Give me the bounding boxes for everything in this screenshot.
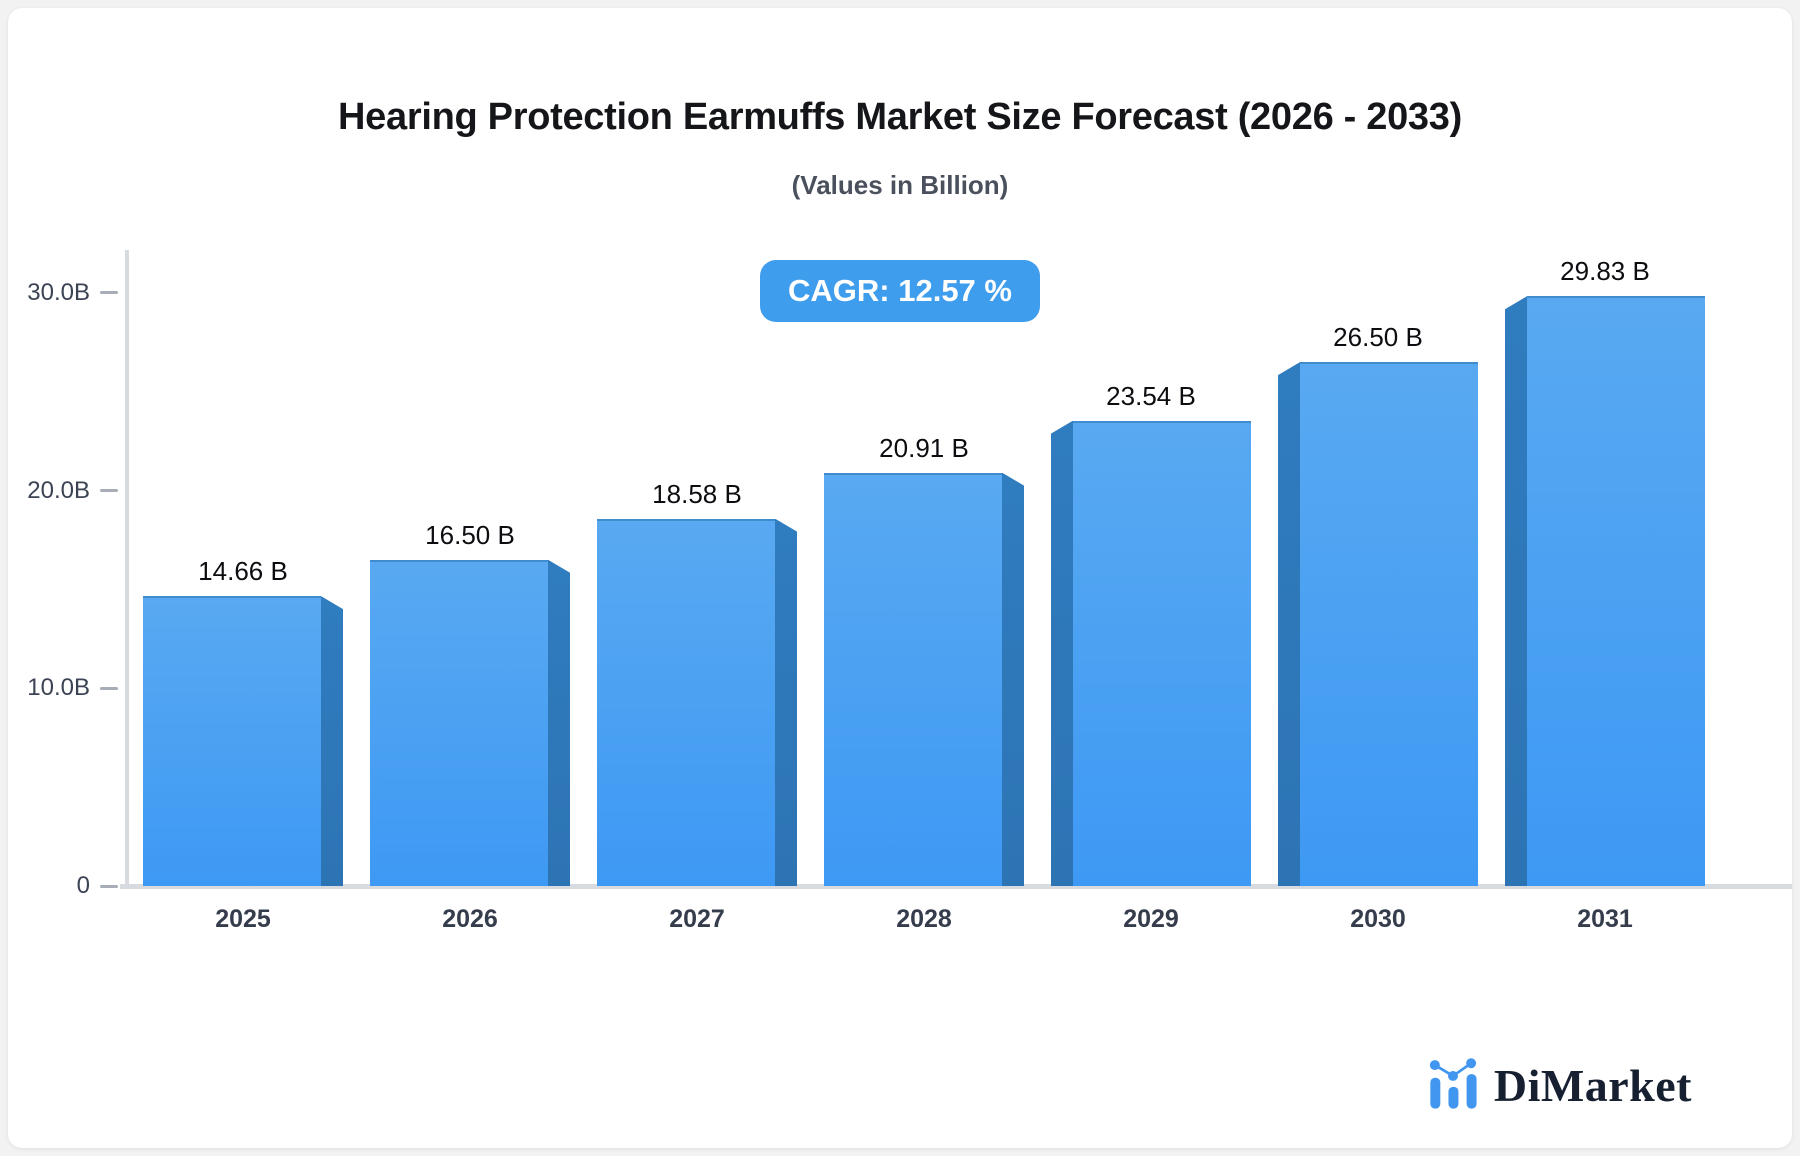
y-axis-tick-label: 20.0B xyxy=(27,476,90,504)
y-axis-tick-label: 0 xyxy=(76,872,90,899)
y-axis-tick-mark xyxy=(100,686,118,690)
x-axis-year-label: 2025 xyxy=(215,905,271,933)
x-axis-year-label: 2028 xyxy=(896,905,952,933)
chart-card: Hearing Protection Earmuffs Market Size … xyxy=(8,8,1792,1148)
bar xyxy=(1278,362,1478,886)
x-axis-year-label: 2027 xyxy=(669,905,725,933)
bar xyxy=(370,559,570,886)
y-axis-tick-label: 10.0B xyxy=(27,674,90,702)
chart-area: 30.0B 20.0B 10.0B 0 14.66 B 2025 16.50 B 2026 18… xyxy=(8,8,1792,1148)
bar-value-label: 20.91 B xyxy=(879,432,969,463)
bar-value-label: 16.50 B xyxy=(425,519,515,550)
bar xyxy=(824,472,1024,886)
y-axis-tick-label: 30.0B xyxy=(27,278,90,306)
bar-value-label: 14.66 B xyxy=(198,556,288,587)
bar-side-face xyxy=(1002,472,1024,886)
bar xyxy=(143,596,343,886)
bar-body xyxy=(1300,362,1478,886)
bar-side-face xyxy=(1278,362,1300,886)
bar-value-label: 29.83 B xyxy=(1560,256,1650,287)
bar-value-label: 23.54 B xyxy=(1106,380,1196,411)
bar-side-face xyxy=(548,559,570,886)
bar xyxy=(597,518,797,886)
bar-side-face xyxy=(1505,296,1527,886)
page-title: Hearing Protection Earmuffs Market Size … xyxy=(338,96,1462,138)
x-axis-year-label: 2030 xyxy=(1350,905,1406,933)
bar-body xyxy=(597,518,775,886)
x-axis-year-label: 2026 xyxy=(442,905,498,933)
bar-value-label: 26.50 B xyxy=(1333,322,1423,353)
cagr-badge: CAGR: 12.57 % xyxy=(760,260,1040,322)
x-axis-line xyxy=(120,884,1792,889)
bar-body xyxy=(143,596,321,886)
dimarket-logo-text: DiMarket xyxy=(1493,1059,1692,1111)
bar-side-face xyxy=(321,596,343,886)
bar-side-face xyxy=(775,518,797,886)
bar-body xyxy=(1527,296,1705,886)
x-axis-year-label: 2029 xyxy=(1123,905,1179,933)
bar-side-face xyxy=(1051,420,1073,886)
x-axis-year-label: 2031 xyxy=(1577,905,1633,933)
bar-value-label: 18.58 B xyxy=(652,478,742,509)
bar-body xyxy=(1073,420,1251,886)
dimarket-logo: DiMarket xyxy=(1424,1056,1692,1114)
dimarket-logo-icon xyxy=(1429,1058,1477,1109)
y-axis-line xyxy=(125,250,129,886)
bar-body xyxy=(370,559,548,886)
bar xyxy=(1051,420,1251,886)
bar-body xyxy=(824,472,1002,886)
y-axis-tick-mark xyxy=(100,884,118,888)
bar xyxy=(1505,296,1705,886)
chart-subtitle: (Values in Billion) xyxy=(791,170,1009,200)
y-axis-tick-mark xyxy=(100,489,118,493)
y-axis-tick-mark xyxy=(100,291,118,295)
